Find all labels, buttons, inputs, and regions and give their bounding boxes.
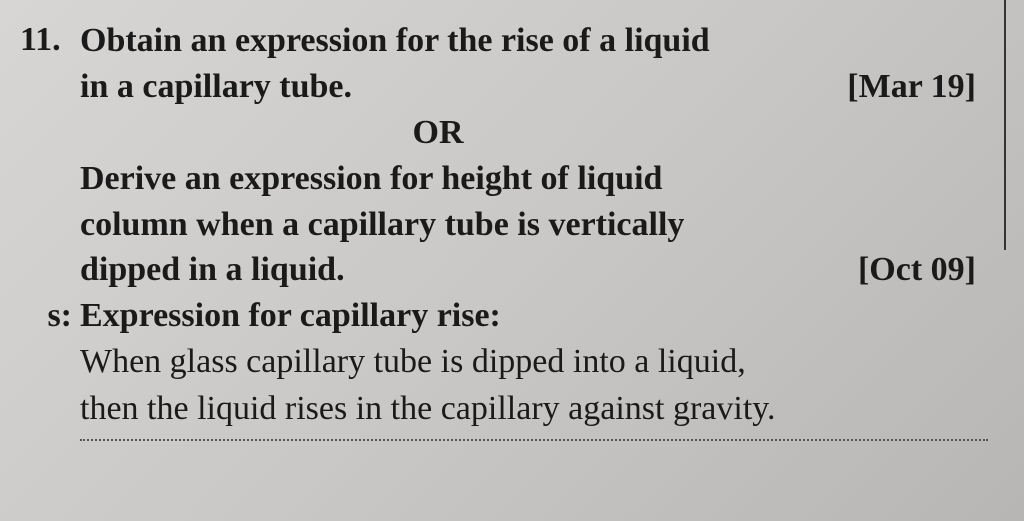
answer-body: Expression for capillary rise: When glas… (80, 293, 996, 433)
dotted-separator (80, 439, 988, 441)
question-line-1: Obtain an expression for the rise of a l… (80, 18, 976, 64)
question-tag-1: [Mar 19] (823, 64, 976, 110)
answer-body-line-1: When glass capillary tube is dipped into… (80, 339, 976, 386)
question-number: 11. (20, 18, 80, 62)
question-tag-2: [Oct 09] (834, 247, 976, 293)
page: 11. Obtain an expression for the rise of… (0, 0, 1024, 521)
question-line-2: in a capillary tube. [Mar 19] (80, 64, 976, 110)
answer-heading: Expression for capillary rise: (80, 297, 501, 334)
question-line-2-text: in a capillary tube. (80, 64, 352, 110)
alt-line-2: column when a capillary tube is vertical… (80, 202, 976, 248)
answer-body-line-2: then the liquid rises in the capillary a… (80, 386, 976, 433)
alt-line-1: Derive an expression for height of liqui… (80, 156, 976, 202)
question-block: 11. Obtain an expression for the rise of… (20, 18, 996, 293)
right-border (1004, 0, 1006, 250)
or-separator: OR (0, 110, 976, 156)
question-body: Obtain an expression for the rise of a l… (80, 18, 996, 293)
alt-line-3: dipped in a liquid. [Oct 09] (80, 247, 976, 293)
alt-line-3-text: dipped in a liquid. (80, 247, 345, 293)
answer-label: s: (20, 293, 80, 339)
answer-block: s: Expression for capillary rise: When g… (20, 293, 996, 433)
